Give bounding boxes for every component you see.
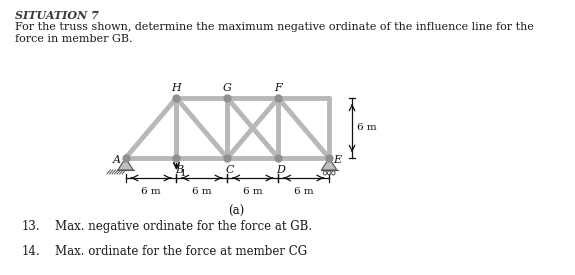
- Text: B: B: [175, 165, 183, 175]
- Text: 14.: 14.: [21, 245, 40, 258]
- Text: D: D: [277, 165, 285, 175]
- Text: 6 m: 6 m: [192, 187, 212, 196]
- Text: (a): (a): [228, 205, 244, 218]
- Text: 6 m: 6 m: [243, 187, 263, 196]
- Text: SITUATION 7: SITUATION 7: [16, 10, 99, 21]
- Text: force in member GB.: force in member GB.: [16, 34, 133, 44]
- Text: E: E: [334, 155, 342, 165]
- Text: G: G: [223, 83, 232, 93]
- Text: Max. ordinate for the force at member CG: Max. ordinate for the force at member CG: [55, 245, 307, 258]
- Text: 1: 1: [180, 169, 186, 177]
- Text: F: F: [274, 83, 282, 93]
- Text: For the truss shown, determine the maximum negative ordinate of the influence li: For the truss shown, determine the maxim…: [16, 22, 534, 32]
- Polygon shape: [321, 158, 337, 170]
- Polygon shape: [118, 158, 133, 170]
- Text: A: A: [113, 155, 121, 165]
- Text: H: H: [171, 83, 181, 93]
- Text: C: C: [225, 165, 234, 175]
- Text: 6 m: 6 m: [141, 187, 161, 196]
- Text: 13.: 13.: [21, 220, 40, 233]
- Text: Max. negative ordinate for the force at GB.: Max. negative ordinate for the force at …: [55, 220, 312, 233]
- Text: 6 m: 6 m: [294, 187, 313, 196]
- Text: 6 m: 6 m: [357, 123, 377, 133]
